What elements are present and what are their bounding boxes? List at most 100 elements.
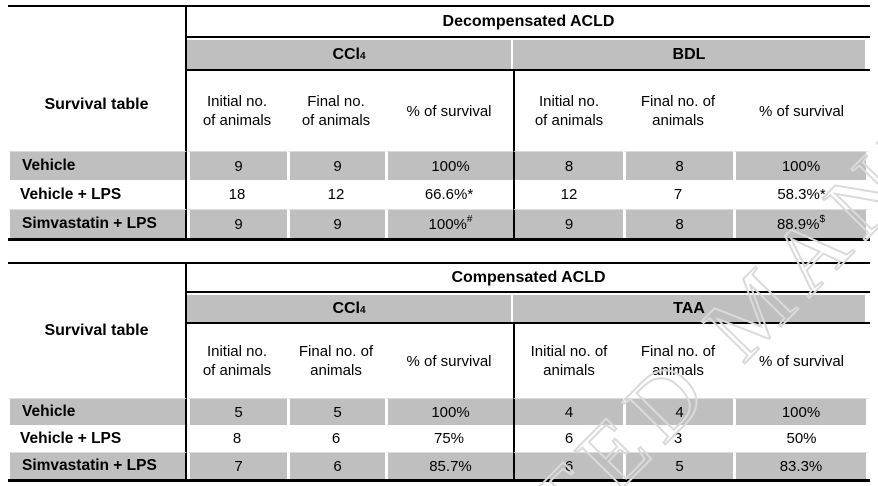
cell-value: 12	[560, 186, 578, 203]
data-cell: 88.9% $	[733, 209, 870, 238]
table-row-simvastatin-lps: Simvastatin + LPS 9 9 100% # 9 8 88.9% $	[8, 209, 870, 238]
data-cell: 100%	[733, 151, 870, 180]
cell-value: 12	[327, 186, 345, 203]
corner-label: Survival table	[44, 96, 149, 113]
corner-cell: Survival table	[8, 7, 187, 151]
cell-value: 9	[564, 215, 574, 233]
group-name-subscript: 4	[360, 51, 366, 62]
data-cell: 4	[623, 398, 733, 425]
data-cell: 8	[513, 151, 623, 180]
group-name: TAA	[673, 299, 705, 317]
data-cell: 7	[187, 452, 287, 479]
data-cell: 100%	[385, 151, 513, 180]
table-row-vehicle-lps: Vehicle + LPS 8 6 75% 6 3 50%	[8, 425, 870, 452]
cell-value: 5	[333, 403, 342, 421]
data-cell: 83.3%	[733, 452, 870, 479]
data-cell: 5	[287, 398, 385, 425]
cell-value: 100%	[428, 215, 467, 233]
cell-value: 9	[234, 157, 243, 175]
cell-value: 6	[564, 430, 574, 447]
data-cell: 4	[513, 398, 623, 425]
data-cell: 100%	[733, 398, 870, 425]
table-title: Compensated ACLD	[451, 268, 606, 286]
column-header-survival-bdl: % of survival	[758, 102, 845, 120]
group-name: CCl	[332, 299, 360, 317]
cell-value: 85.7%	[429, 457, 472, 475]
column-header-final-taa: Final no. of animals	[640, 343, 716, 379]
table-row-simvastatin-lps: Simvastatin + LPS 7 6 85.7% 6 5 83.3%	[8, 452, 870, 479]
row-label: Vehicle	[8, 398, 187, 425]
group-header-row: CCl 4 BDL	[187, 38, 870, 71]
column-header-survival-ccl4: % of survival	[406, 102, 492, 120]
data-cell: 12	[287, 180, 385, 209]
cell-value: 8	[232, 430, 242, 447]
cell-value: 4	[675, 403, 684, 421]
row-label: Simvastatin + LPS	[8, 209, 187, 238]
column-header-final-ccl4: Final no. of animals	[298, 343, 374, 379]
cell-value: 9	[333, 157, 342, 175]
data-cell: 5	[623, 452, 733, 479]
data-cell: 8	[623, 209, 733, 238]
group-header-ccl4: CCl 4	[187, 40, 511, 69]
column-header-initial-bdl: Initial no. of animals	[513, 71, 623, 151]
cell-value: 7	[234, 457, 243, 475]
column-header-row: Initial no. of animals Final no. of anim…	[187, 71, 870, 151]
group-name: CCl	[332, 45, 360, 63]
survival-table-compensated: Survival table Compensated ACLD CCl 4 TAA…	[8, 262, 870, 482]
cell-value: 5	[234, 403, 243, 421]
cell-value: 100%	[431, 157, 470, 175]
group-name-subscript: 4	[360, 305, 366, 316]
cell-value: 58.3%*	[777, 186, 826, 203]
corner-cell: Survival table	[8, 264, 187, 398]
data-cell: 85.7%	[385, 452, 513, 479]
data-cell: 6	[287, 425, 385, 452]
data-cell: 8	[623, 151, 733, 180]
group-header-taa: TAA	[513, 295, 865, 322]
cell-value: 5	[675, 457, 684, 475]
data-cell: 9	[287, 209, 385, 238]
cell-value: 9	[333, 215, 342, 233]
table-title-row: Compensated ACLD	[187, 264, 870, 293]
cell-value: 18	[228, 186, 246, 203]
column-header-initial-taa: Initial no. of animals	[513, 324, 623, 398]
data-cell: 6	[287, 452, 385, 479]
data-cell: 7	[623, 180, 733, 209]
data-cell: 9	[287, 151, 385, 180]
cell-value: 50%	[786, 430, 817, 447]
data-cell: 50%	[733, 425, 870, 452]
cell-value: 8	[564, 157, 574, 175]
cell-value: 8	[675, 215, 684, 233]
table-title-row: Decompensated ACLD	[187, 7, 870, 38]
cell-value: 4	[564, 403, 574, 421]
table-row-vehicle-lps: Vehicle + LPS 18 12 66.6%* 12 7 58.3%*	[8, 180, 870, 209]
cell-value: 6	[333, 457, 342, 475]
column-header-final-bdl: Final no. of animals	[640, 93, 716, 129]
cell-value: 100%	[781, 403, 821, 421]
group-header-bdl: BDL	[513, 40, 865, 69]
cell-value: 6	[564, 457, 574, 475]
table-row-vehicle: Vehicle 9 9 100% 8 8 100%	[8, 151, 870, 180]
cell-value: 66.6%*	[424, 186, 474, 203]
column-header-initial-ccl4: Initial no. of animals	[202, 93, 272, 129]
data-cell: 9	[513, 209, 623, 238]
cell-value: 6	[331, 430, 341, 447]
data-cell: 8	[187, 425, 287, 452]
table-row-vehicle: Vehicle 5 5 100% 4 4 100%	[8, 398, 870, 425]
data-cell: 66.6%*	[385, 180, 513, 209]
cell-value: 100%	[781, 157, 821, 175]
table-title: Decompensated ACLD	[442, 12, 615, 30]
survival-table-decompensated: Survival table Decompensated ACLD CCl 4 B…	[8, 5, 870, 241]
column-header-final-ccl4: Final no. of animals	[301, 93, 371, 129]
data-cell: 58.3%*	[733, 180, 870, 209]
corner-label: Survival table	[44, 322, 149, 339]
row-label: Vehicle + LPS	[8, 425, 187, 452]
column-header-survival-ccl4: % of survival	[406, 352, 492, 370]
data-cell: 100%	[385, 398, 513, 425]
column-header-row: Initial no. of animals Final no. of anim…	[187, 324, 870, 398]
group-header-row: CCl 4 TAA	[187, 293, 870, 324]
data-cell: 75%	[385, 425, 513, 452]
cell-value: 7	[673, 186, 683, 203]
cell-value: 3	[673, 430, 683, 447]
cell-value: 88.9%	[776, 215, 820, 233]
data-cell: 12	[513, 180, 623, 209]
